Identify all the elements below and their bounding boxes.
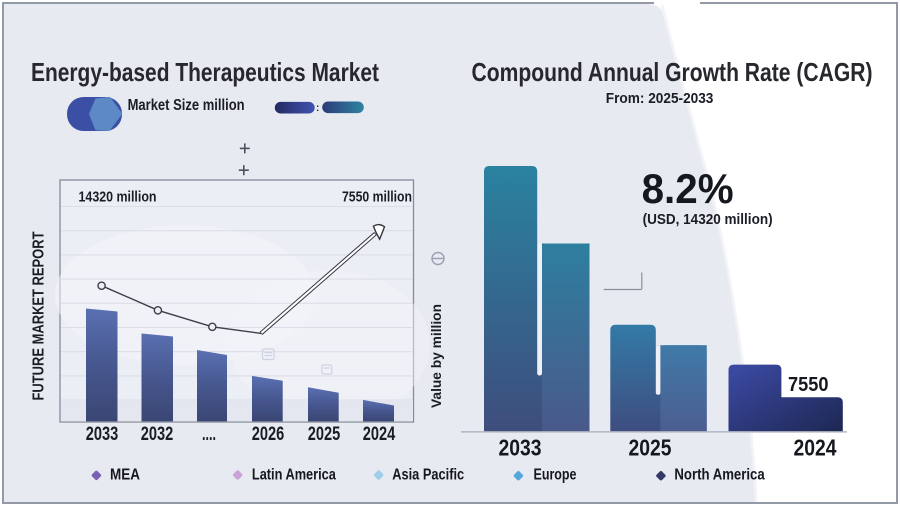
- svg-text:From: 2025-2033: From: 2025-2033: [606, 91, 714, 107]
- svg-text:2025: 2025: [308, 423, 341, 445]
- svg-text:8.2%: 8.2%: [642, 165, 734, 212]
- svg-text:2032: 2032: [141, 423, 174, 445]
- svg-text:14320 million: 14320 million: [79, 190, 157, 206]
- svg-text:Compound Annual Growth Rate (C: Compound Annual Growth Rate (CAGR): [472, 57, 873, 87]
- svg-text:Energy-based Therapeutics Mark: Energy-based Therapeutics Market: [31, 57, 379, 87]
- svg-text:2026: 2026: [252, 423, 285, 445]
- svg-text:Latin America: Latin America: [252, 467, 336, 484]
- svg-text:MEA: MEA: [110, 467, 140, 484]
- svg-text:2024: 2024: [363, 423, 396, 445]
- svg-text:....: ....: [202, 423, 216, 445]
- svg-text:2024: 2024: [794, 435, 837, 461]
- svg-text:7550 million: 7550 million: [342, 190, 412, 206]
- svg-text:2033: 2033: [499, 435, 542, 461]
- svg-text:(USD, 14320 million): (USD, 14320 million): [643, 212, 773, 228]
- svg-text:Market Size million: Market Size million: [128, 97, 245, 114]
- svg-text:Asia Pacific: Asia Pacific: [392, 467, 464, 484]
- svg-text:2025: 2025: [629, 435, 672, 461]
- svg-text:7550: 7550: [788, 373, 829, 396]
- svg-text:FUTURE MARKET REPORT: FUTURE MARKET REPORT: [31, 231, 48, 400]
- svg-text:Value by million: Value by million: [429, 304, 444, 408]
- svg-text::: :: [316, 103, 319, 114]
- svg-text:North America: North America: [674, 467, 765, 484]
- svg-text:2033: 2033: [86, 423, 119, 445]
- svg-text:Europe: Europe: [534, 467, 577, 484]
